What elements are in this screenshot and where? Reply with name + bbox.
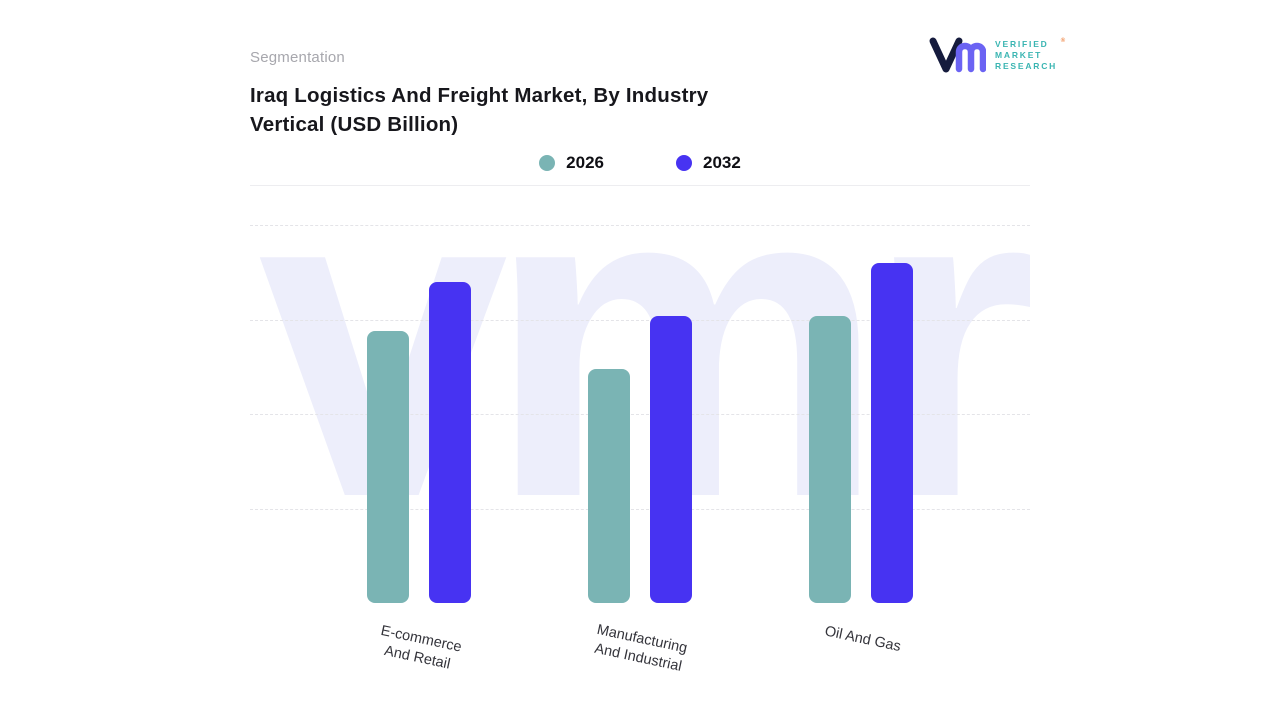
bar-group: [588, 225, 692, 603]
x-axis-label: Oil And Gas: [823, 623, 903, 656]
logo-line-verified: VERIFIED ®: [995, 38, 1065, 49]
gridline: [250, 225, 1030, 226]
x-axis-label-cell: E-commerce And Retail: [367, 604, 471, 673]
logo-text: VERIFIED ® MARKET RESEARCH: [995, 38, 1065, 71]
legend-item-2032: 2032: [676, 153, 741, 173]
registered-mark: ®: [1060, 37, 1066, 44]
legend-label: 2026: [566, 153, 604, 172]
x-axis-label-cell: Manufacturing And Industrial: [588, 604, 692, 675]
vmr-logo: VERIFIED ® MARKET RESEARCH: [928, 34, 1065, 76]
header-divider: [250, 185, 1030, 186]
x-axis-label-cell: Oil And Gas: [809, 604, 913, 668]
logo-word: VERIFIED: [995, 38, 1049, 49]
x-axis-labels: E-commerce And Retail Manufacturing And I…: [250, 604, 1030, 675]
gridline: [250, 414, 1030, 415]
page-title: Iraq Logistics And Freight Market, By In…: [250, 84, 709, 136]
bar-group: [809, 225, 913, 603]
legend-dot: [539, 155, 556, 171]
bar-2026: [588, 368, 630, 603]
gridline: [250, 319, 1030, 321]
legend-dot: [676, 155, 692, 171]
legend-item-2026: 2026: [539, 153, 604, 173]
section-label: Segmentation: [250, 49, 345, 66]
logo-line-research: RESEARCH: [995, 60, 1058, 71]
x-axis-label: Manufacturing And Industrial: [593, 621, 689, 675]
vmr-monogram-icon: [929, 37, 986, 73]
monogram-v-icon: [929, 37, 963, 73]
chart-area: vmr: [250, 225, 1030, 603]
legend-label: 2032: [703, 153, 741, 172]
bar-2032: [429, 281, 471, 603]
bar-2032: [871, 262, 913, 603]
bar-group: [367, 225, 471, 603]
legend: 2026 2032: [250, 153, 1030, 173]
plot-area: [250, 225, 1030, 603]
logo-line-market: MARKET: [995, 49, 1043, 60]
bar-2032: [650, 315, 692, 603]
monogram-m-icon: [955, 42, 986, 73]
bar-2026: [367, 330, 409, 603]
gridline: [250, 508, 1030, 510]
bar-2026: [809, 315, 851, 603]
x-axis-label: E-commerce And Retail: [379, 622, 463, 673]
